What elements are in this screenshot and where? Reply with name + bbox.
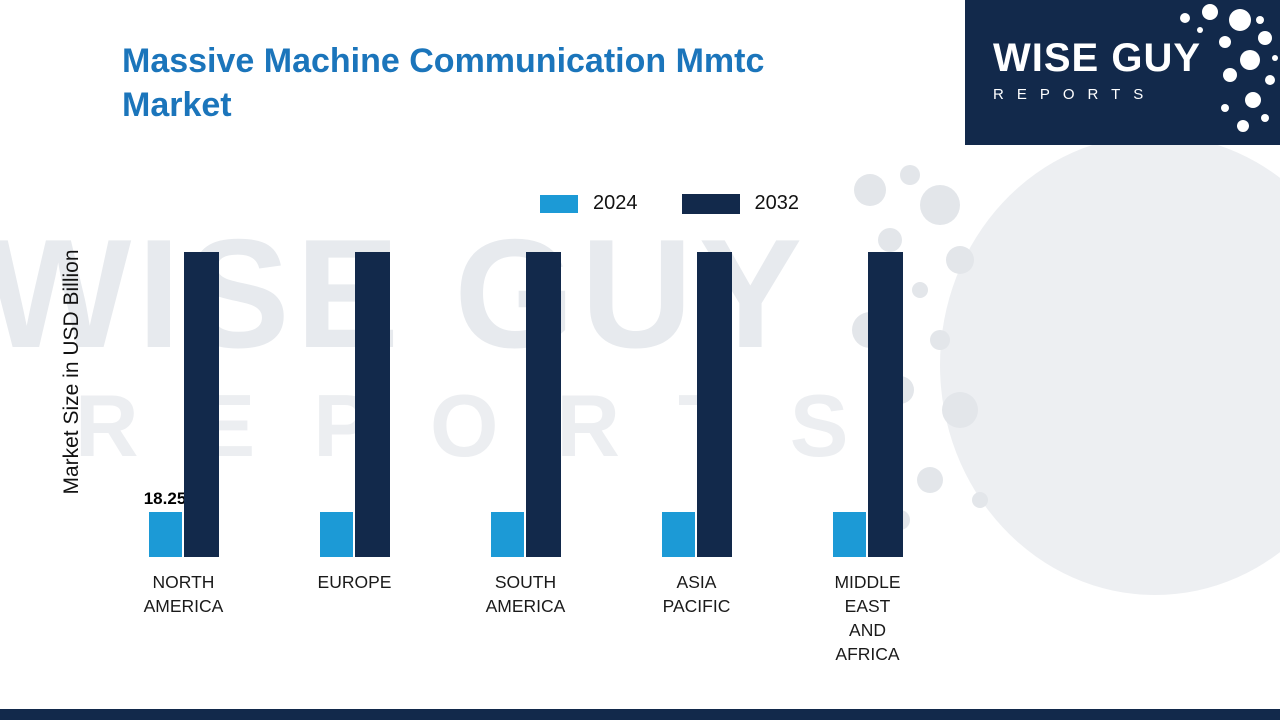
- bar-group: 18.25 NORTH AMERICA: [98, 252, 269, 667]
- watermark-head-circle: [940, 135, 1280, 595]
- bar-groups: 18.25 NORTH AMERICA EUROPE SOUTH AMERICA ASI…: [98, 252, 953, 667]
- footer-strip: [0, 709, 1280, 720]
- category-label: EUROPE: [317, 572, 392, 592]
- bar-group: ASIA PACIFIC: [611, 252, 782, 667]
- bar-group: MIDDLE EAST AND AFRICA: [782, 252, 953, 667]
- page-title: Massive Machine Communication Mmtc Marke…: [122, 42, 765, 124]
- legend-label-2032: 2032: [754, 192, 800, 214]
- bar-pair: [319, 252, 390, 557]
- category-label: MIDDLE EAST AND AFRICA: [834, 572, 901, 665]
- chart-legend: 2024 2032: [540, 192, 799, 215]
- category-label: NORTH AMERICA: [143, 572, 224, 617]
- bar-pair: [832, 252, 903, 557]
- bar-2032: [525, 252, 561, 557]
- legend-swatch-2024: [540, 194, 578, 213]
- bar-2024: [490, 512, 524, 557]
- legend-item-2032: 2032: [681, 192, 800, 215]
- brand-logo-wiseguy: WISE GUY: [993, 36, 1202, 80]
- bar-pair: [490, 252, 561, 557]
- bar-group: SOUTH AMERICA: [440, 252, 611, 667]
- y-axis-label: Market Size in USD Billion: [60, 249, 83, 495]
- bar-pair: 18.25: [144, 252, 219, 557]
- legend-label-2024: 2024: [593, 192, 638, 214]
- bar-group: EUROPE: [269, 252, 440, 667]
- category-label: ASIA PACIFIC: [662, 572, 731, 617]
- legend-swatch-2032: [681, 193, 740, 214]
- category-label: SOUTH AMERICA: [485, 572, 566, 617]
- bar-2032: [867, 252, 903, 557]
- brand-logo-head-icon: [1180, 4, 1278, 132]
- bar-value-label: 18.25: [143, 489, 187, 508]
- bar-2032: [354, 252, 390, 557]
- brand-logo: WISE GUY REPORTS: [965, 0, 1280, 145]
- bar-2032: [696, 252, 732, 557]
- bar-pair: [661, 252, 732, 557]
- legend-item-2024: 2024: [540, 192, 638, 215]
- brand-logo-reports: REPORTS: [993, 86, 1157, 103]
- bar-2024: 18.25: [144, 489, 186, 557]
- bar-2024: [661, 512, 695, 557]
- brand-logo-text: WISE GUY REPORTS: [993, 38, 1201, 103]
- bar-2024: [319, 512, 353, 557]
- bar-2024: [832, 512, 866, 557]
- bar-2032: [183, 252, 219, 557]
